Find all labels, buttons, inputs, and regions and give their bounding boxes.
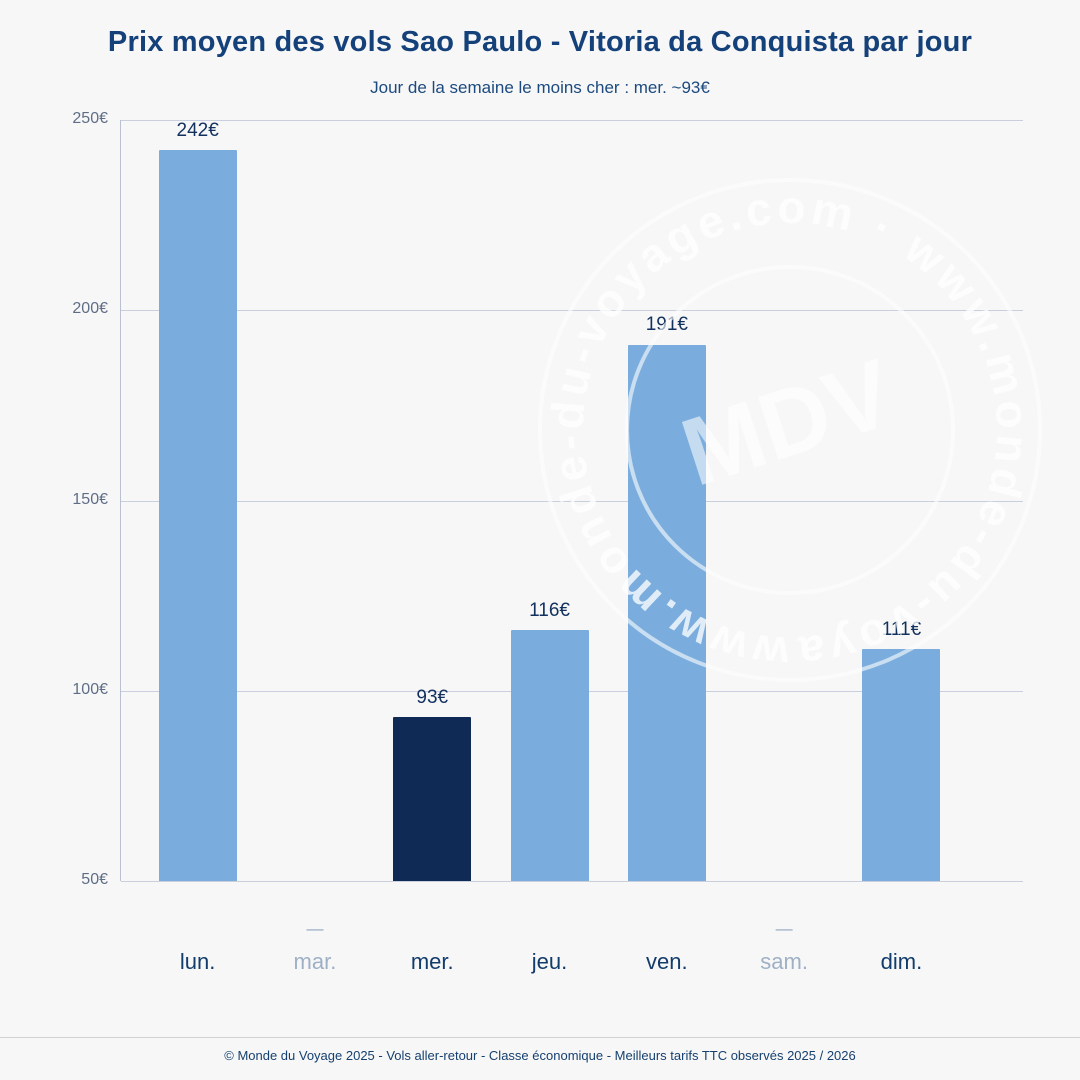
chart-title: Prix moyen des vols Sao Paulo - Vitoria … <box>107 26 973 58</box>
day-label-dim: dim. <box>880 949 923 974</box>
value-label: 191€ <box>645 314 688 336</box>
gridline <box>121 120 1023 121</box>
y-tick-label: 250€ <box>72 110 108 127</box>
y-tick-label: 100€ <box>72 680 108 698</box>
footer-divider <box>0 1037 1080 1038</box>
gridline <box>121 500 1023 502</box>
y-tick-label: 50€ <box>81 871 108 888</box>
footer-copyright: © Monde du Voyage 2025 - Vols aller-reto… <box>224 1048 856 1063</box>
day-label-mer: mer. <box>410 949 454 974</box>
day-label-sam: sam. <box>760 949 808 974</box>
bar-dim <box>862 648 941 881</box>
bar-mer <box>393 717 472 881</box>
y-tick-label: 200€ <box>72 300 108 318</box>
value-label: 242€ <box>176 120 219 142</box>
bar-lun <box>158 150 237 881</box>
day-label-ven: ven. <box>646 949 688 974</box>
missing-value-dash: — <box>306 919 324 938</box>
gridline <box>121 881 1023 882</box>
bar-jeu <box>510 629 589 881</box>
gridline <box>121 310 1023 312</box>
y-tick-label: 150€ <box>72 490 108 508</box>
day-label-jeu: jeu. <box>531 949 568 974</box>
bar-ven <box>627 344 706 881</box>
plot-area: 242€ lun. — mar. 93€ mer. 116€ jeu. 191€ ven. — sam… <box>120 120 1023 974</box>
value-label: 93€ <box>416 687 449 709</box>
y-axis-labels: 50€ 100€ 150€ 200€ 250€ <box>0 110 108 888</box>
missing-value-dash: — <box>775 919 793 938</box>
day-label-mar: mar. <box>293 949 337 974</box>
value-label: 116€ <box>529 599 570 621</box>
value-label: 111€ <box>881 618 922 640</box>
chart-subtitle: Jour de la semaine le moins cher : mer. … <box>370 78 710 97</box>
day-label-lun: lun. <box>179 949 216 974</box>
